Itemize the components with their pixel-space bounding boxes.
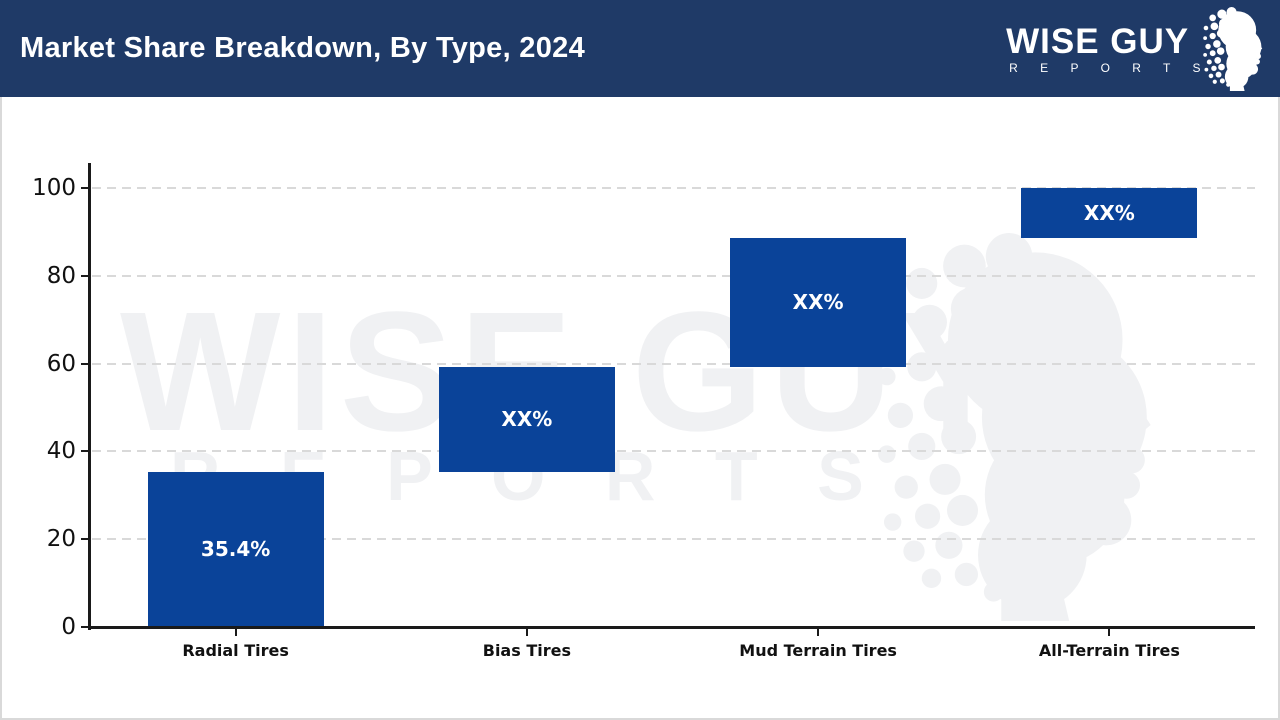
- bar-bias-tires: XX%: [438, 366, 615, 472]
- y-tick-20: [81, 538, 90, 541]
- bar-value-label: 35.4%: [200, 537, 271, 562]
- logo-text: WISE GUY R E P O R T S: [1006, 24, 1210, 74]
- gridline-80: [92, 274, 1255, 277]
- bar-value-label: XX%: [501, 407, 553, 432]
- y-tick-60: [81, 362, 90, 365]
- page-title: Market Share Breakdown, By Type, 2024: [20, 32, 586, 64]
- y-tick-label-40: 40: [46, 438, 76, 465]
- y-tick-label-20: 20: [46, 526, 76, 553]
- x-tick-3: [1108, 628, 1111, 636]
- gridline-100: [92, 187, 1255, 189]
- gridline-60: [92, 362, 1255, 365]
- bar-value-label: XX%: [792, 290, 844, 315]
- y-tick-label-60: 60: [46, 350, 76, 377]
- y-tick-80: [81, 274, 90, 277]
- x-tick-label-2: Mud Terrain Tires: [739, 641, 897, 660]
- wiseguy-logo: WISE GUY R E P O R T S: [1006, 6, 1268, 92]
- x-axis-spine: [88, 626, 1255, 629]
- y-tick-label-80: 80: [46, 262, 76, 289]
- y-tick-100: [81, 187, 90, 189]
- gridline-40: [92, 450, 1255, 453]
- y-axis-spine: [88, 163, 91, 630]
- gridline-20: [92, 538, 1255, 541]
- bar-value-label: XX%: [1083, 201, 1135, 226]
- x-tick-0: [234, 628, 237, 636]
- x-tick-2: [817, 628, 820, 636]
- x-tick-label-0: Radial Tires: [182, 641, 289, 660]
- x-tick-1: [525, 628, 528, 636]
- bar-mud-terrain-tires: XX%: [730, 238, 907, 367]
- y-tick-label-100: 100: [32, 175, 76, 201]
- y-tick-40: [81, 450, 90, 453]
- bar-radial-tires: 35.4%: [147, 471, 324, 627]
- header: Market Share Breakdown, By Type, 2024 WI…: [0, 0, 1280, 97]
- logo-wordmark: WISE GUY: [1006, 22, 1190, 61]
- y-tick-0: [81, 626, 90, 628]
- x-tick-label-1: Bias Tires: [482, 641, 571, 660]
- bar-all-terrain-tires: XX%: [1021, 188, 1198, 239]
- x-tick-label-3: All-Terrain Tires: [1038, 641, 1180, 660]
- logo-subtext: R E P O R T S: [1009, 61, 1210, 75]
- chart-area: WISE GUY R E P O R T S 0 20 40 60 80 100 35.4%…: [0, 97, 1280, 720]
- y-tick-label-0: 0: [61, 614, 76, 640]
